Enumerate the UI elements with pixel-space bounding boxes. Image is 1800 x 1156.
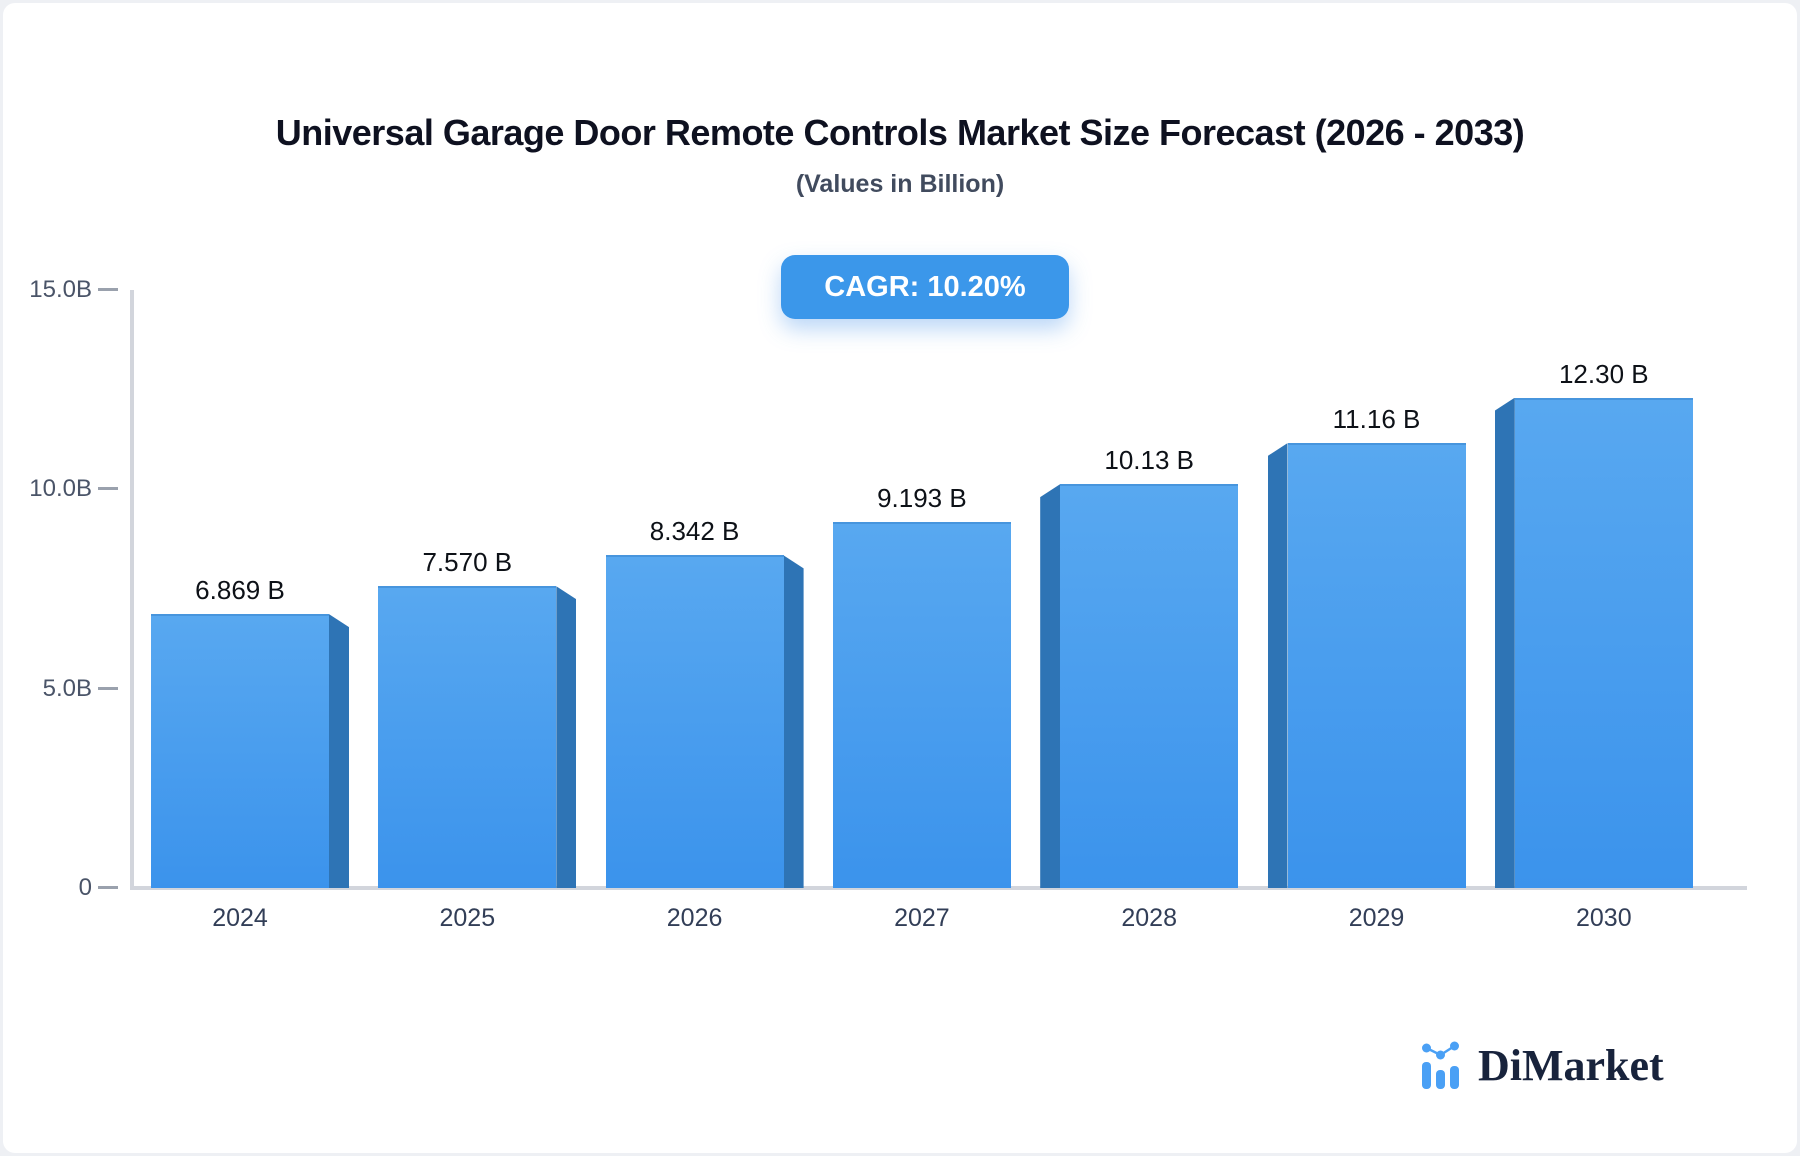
brand-footer: DiMarket	[1416, 1038, 1664, 1094]
bar-side	[1494, 397, 1515, 888]
bar-2028	[1060, 484, 1239, 888]
bar-value-label: 10.13 B	[1104, 445, 1194, 476]
x-axis-label: 2029	[1348, 904, 1405, 932]
x-axis-label: 2028	[1121, 904, 1177, 932]
y-tick-label: 5.0B	[42, 674, 92, 702]
bar-side	[783, 555, 804, 888]
bar-2025	[378, 586, 557, 888]
bar-value-label: 6.869 B	[195, 575, 285, 606]
x-axis-label: 2030	[1575, 904, 1632, 932]
y-tick-dash	[98, 886, 118, 889]
bar-value-label: 7.570 B	[422, 547, 513, 578]
y-tick-label: 0	[78, 874, 92, 901]
x-axis-label: 2024	[212, 904, 268, 932]
y-tick-label: 15.0B	[29, 276, 92, 303]
y-tick-dash	[98, 686, 118, 690]
y-tick-dash	[98, 288, 118, 291]
x-axis-label: 2025	[439, 904, 496, 932]
bar-value-label: 8.342 B	[649, 516, 740, 547]
bar-2029	[1287, 443, 1466, 888]
cagr-badge: CAGR: 10.20%	[781, 255, 1069, 319]
page-subtitle: (Values in Billion)	[795, 170, 1005, 198]
bar-value-label: 9.193 B	[877, 482, 967, 513]
bar-value-label: 11.16 B	[1332, 404, 1421, 435]
bar-2026	[605, 555, 784, 888]
mini-bar-chart-icon	[1422, 1041, 1459, 1089]
page-title: Universal Garage Door Remote Controls Ma…	[275, 112, 1525, 153]
x-axis-label: 2026	[666, 904, 723, 932]
bar-2027	[832, 521, 1011, 888]
bar-side	[1267, 443, 1288, 888]
y-tick-label: 10.0B	[29, 475, 92, 503]
y-axis-line	[130, 290, 134, 888]
bar-value-label: 12.30 B	[1558, 358, 1649, 389]
bar-2030	[1514, 397, 1693, 888]
x-axis-label: 2027	[894, 904, 950, 932]
bar-side	[556, 586, 577, 888]
x-axis-line	[130, 886, 1747, 890]
bar-side	[1040, 484, 1061, 888]
y-tick-dash	[98, 487, 118, 491]
bar-2024	[151, 614, 329, 888]
brand-name: DiMarket	[1478, 1041, 1664, 1090]
bar-side	[329, 614, 349, 888]
